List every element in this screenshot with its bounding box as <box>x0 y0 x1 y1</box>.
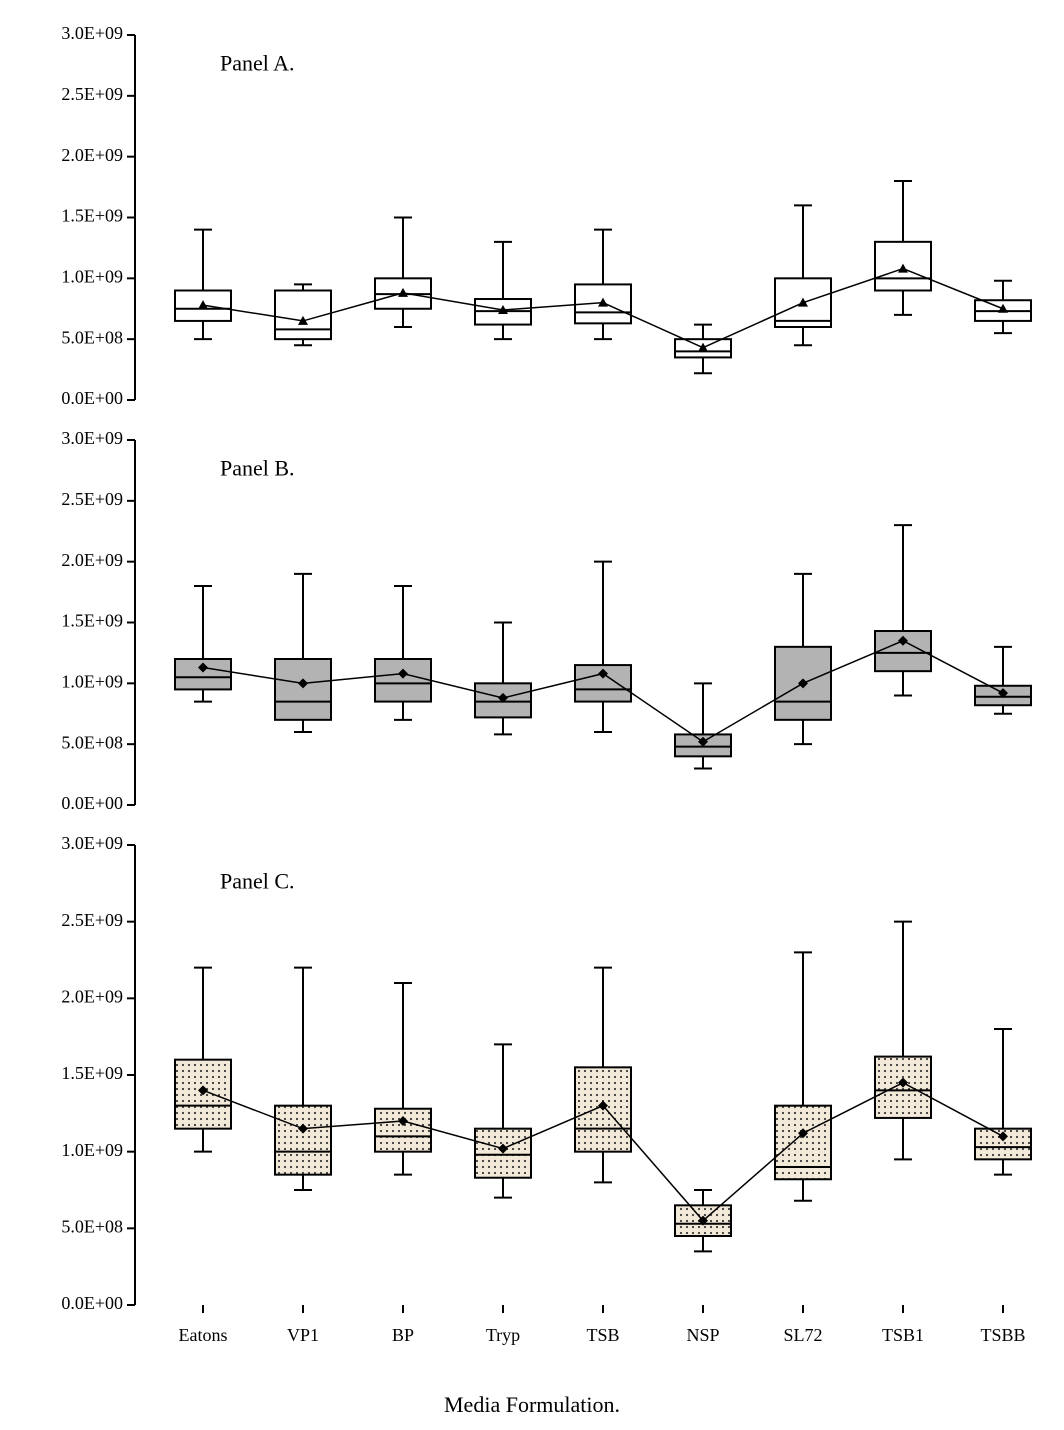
xtick-label: SL72 <box>783 1325 822 1345</box>
xtick-label: NSP <box>686 1325 719 1345</box>
boxplot-svg: 0.0E+00 5.0E+08 1.0E+09 1.5E+09 2.0E+09 2.5E+… <box>0 0 1064 1430</box>
xtick-label: VP1 <box>287 1325 319 1345</box>
box <box>775 1106 831 1180</box>
box <box>375 1109 431 1152</box>
ytick-label: 5.0E+08 <box>61 1216 123 1236</box>
panel-A: 0.0E+00 5.0E+08 1.0E+09 1.5E+09 2.0E+09 2.5E+… <box>61 23 1031 408</box>
ytick-label: 1.5E+09 <box>61 206 123 226</box>
ytick-label: 3.0E+09 <box>61 428 123 448</box>
ytick-label: 0.0E+00 <box>61 793 123 813</box>
panel-label: Panel C. <box>220 868 295 893</box>
ytick-label: 2.0E+09 <box>61 986 123 1006</box>
xtick-label: Eatons <box>179 1325 228 1345</box>
panel-C: 0.0E+00 5.0E+08 1.0E+09 1.5E+09 2.0E+09 2.5E+… <box>61 833 1031 1345</box>
box <box>375 659 431 702</box>
panel-B: 0.0E+00 5.0E+08 1.0E+09 1.5E+09 2.0E+09 2.5E+… <box>61 428 1031 813</box>
ytick-label: 2.0E+09 <box>61 145 123 165</box>
ytick-label: 2.5E+09 <box>61 84 123 104</box>
ytick-label: 5.0E+08 <box>61 732 123 752</box>
ytick-label: 2.0E+09 <box>61 550 123 570</box>
ytick-label: 3.0E+09 <box>61 23 123 43</box>
panel-label: Panel B. <box>220 455 295 480</box>
ytick-label: 1.0E+09 <box>61 1140 123 1160</box>
ytick-label: 1.5E+09 <box>61 1063 123 1083</box>
xtick-label: Tryp <box>486 1325 520 1345</box>
xtick-label: TSB <box>586 1325 619 1345</box>
boxplot-figure: 0.0E+00 5.0E+08 1.0E+09 1.5E+09 2.0E+09 2.5E+… <box>0 0 1064 1430</box>
xtick-label: BP <box>392 1325 414 1345</box>
ytick-label: 2.5E+09 <box>61 489 123 509</box>
ytick-label: 1.5E+09 <box>61 611 123 631</box>
ytick-label: 0.0E+00 <box>61 388 123 408</box>
xtick-label: TSBB <box>980 1325 1025 1345</box>
x-axis-label: Media Formulation. <box>444 1392 620 1417</box>
ytick-label: 5.0E+08 <box>61 327 123 347</box>
box <box>275 1106 331 1175</box>
ytick-label: 1.0E+09 <box>61 671 123 691</box>
panel-label: Panel A. <box>220 50 295 75</box>
ytick-label: 2.5E+09 <box>61 910 123 930</box>
ytick-label: 0.0E+00 <box>61 1293 123 1313</box>
ytick-label: 1.0E+09 <box>61 266 123 286</box>
ytick-label: 3.0E+09 <box>61 833 123 853</box>
box <box>275 659 331 720</box>
xtick-label: TSB1 <box>882 1325 924 1345</box>
